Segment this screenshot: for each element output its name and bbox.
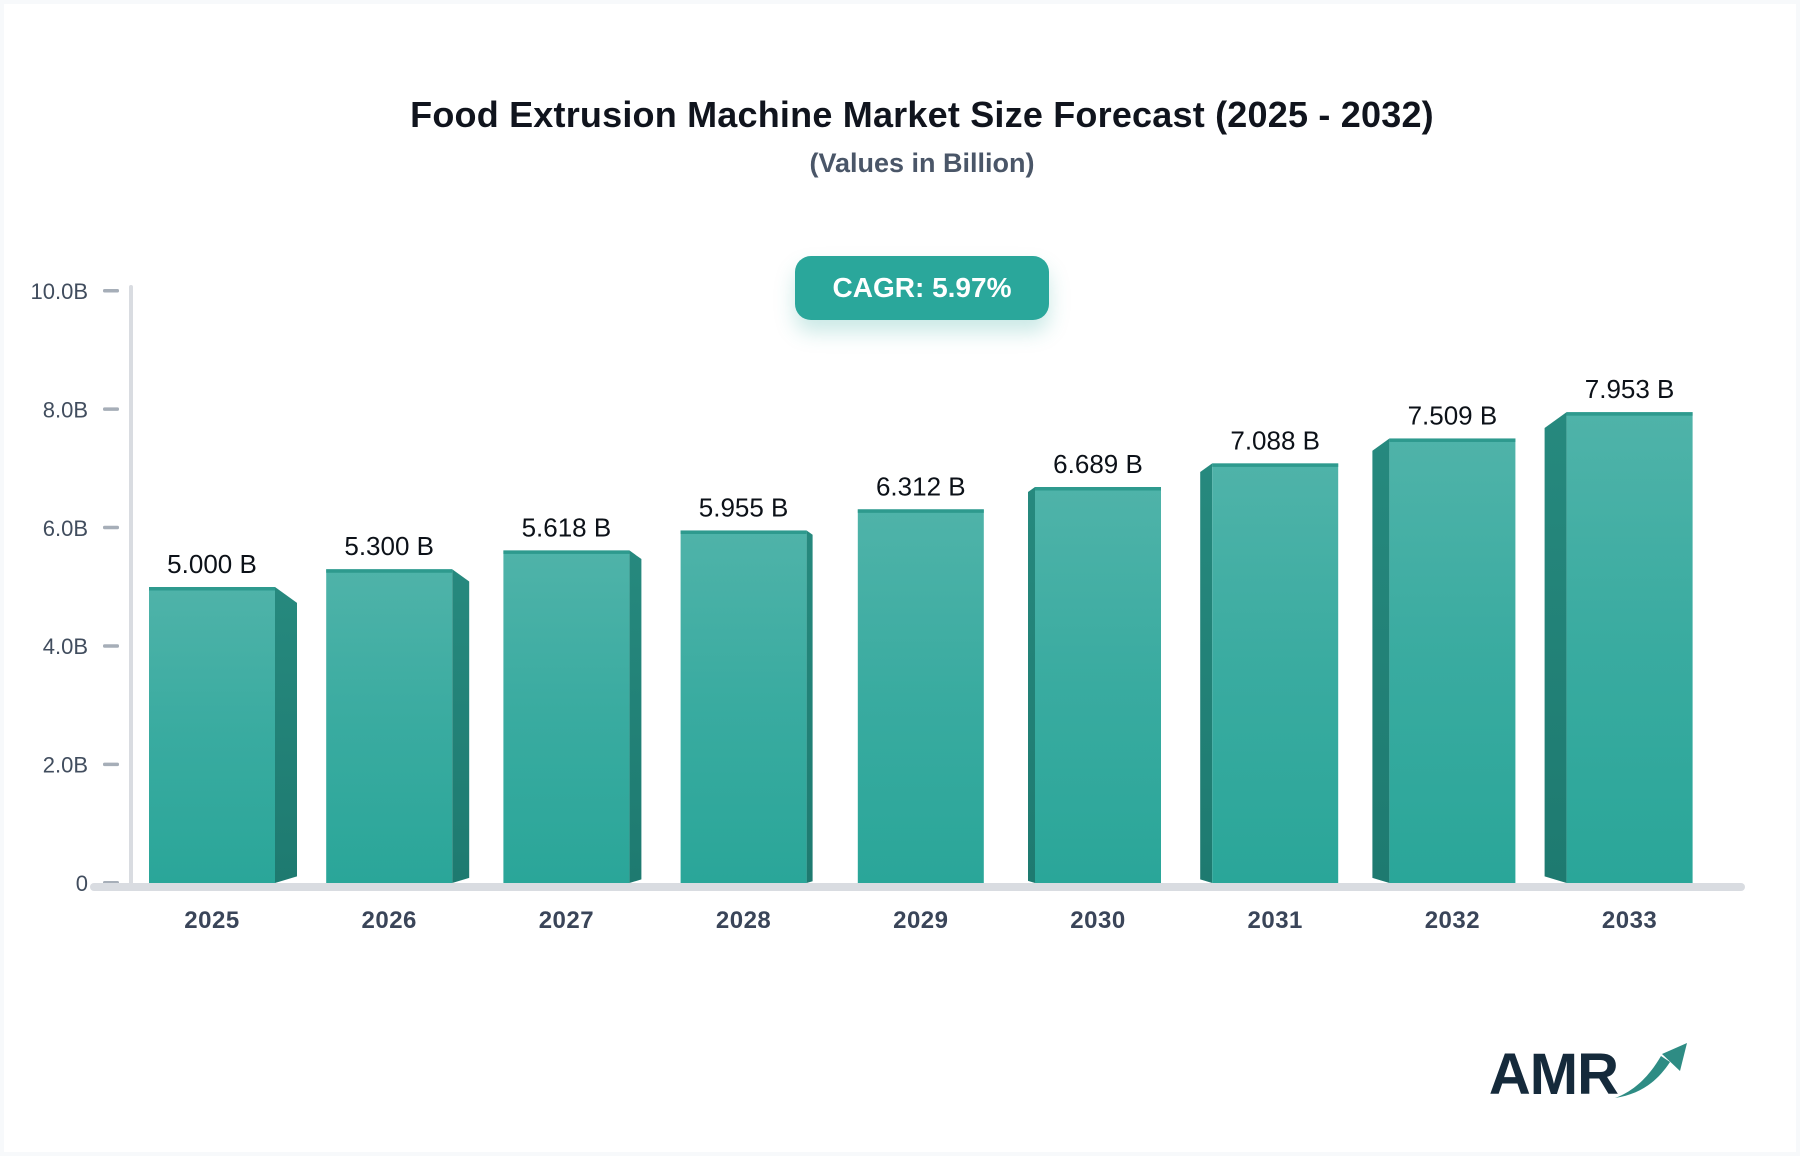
bar-side-face bbox=[1200, 463, 1213, 883]
x-tick-label: 2033 bbox=[1602, 907, 1657, 934]
bar-top-edge bbox=[1035, 487, 1161, 491]
amr-logo: AMR bbox=[1489, 1040, 1690, 1104]
bar-2032 bbox=[1389, 438, 1516, 883]
bar-value-label: 7.088 B bbox=[1230, 425, 1320, 455]
bar-top-edge bbox=[1566, 412, 1693, 416]
y-tick-dash bbox=[103, 407, 119, 411]
bar-value-label: 6.689 B bbox=[1053, 449, 1143, 479]
page-title: Food Extrusion Machine Market Size Forec… bbox=[410, 94, 1434, 135]
x-tick-label: 2026 bbox=[362, 907, 417, 934]
bar-top-edge bbox=[326, 569, 453, 573]
x-tick-label: 2030 bbox=[1070, 907, 1125, 934]
x-tick-label: 2032 bbox=[1425, 907, 1480, 934]
chart-subtitle: (Values in Billion) bbox=[809, 148, 1035, 178]
bar-2026 bbox=[326, 569, 453, 883]
bar-value-label: 5.000 B bbox=[167, 549, 257, 579]
bar-value-label: 5.618 B bbox=[522, 512, 612, 542]
bar-2025 bbox=[149, 587, 275, 883]
bar-top-edge bbox=[1212, 463, 1339, 467]
bar-2028 bbox=[680, 530, 807, 883]
bar-side-face bbox=[275, 587, 297, 883]
bar-side-face bbox=[1372, 438, 1390, 883]
bar-2030 bbox=[1035, 487, 1161, 883]
x-tick-label: 2031 bbox=[1248, 907, 1303, 934]
y-tick-dash bbox=[103, 762, 119, 767]
bar-side-face bbox=[452, 569, 470, 883]
y-tick-label: 6.0B bbox=[43, 516, 88, 541]
y-tick-label: 8.0B bbox=[43, 397, 88, 422]
amr-logo-text: AMR bbox=[1488, 1042, 1619, 1107]
bar-value-label: 6.312 B bbox=[876, 471, 966, 501]
bar-top-edge bbox=[857, 509, 984, 513]
bar-top-edge bbox=[1389, 438, 1516, 442]
bar-value-label: 7.509 B bbox=[1408, 400, 1498, 430]
bar-side-face bbox=[1544, 412, 1567, 883]
bar-2033 bbox=[1566, 412, 1693, 883]
y-tick-dash bbox=[103, 525, 119, 530]
bar-value-label: 7.953 B bbox=[1585, 374, 1675, 404]
bar-value-label: 5.300 B bbox=[344, 531, 434, 561]
bar-side-face bbox=[629, 550, 642, 883]
bar-2027 bbox=[503, 550, 630, 883]
bar-top-edge bbox=[680, 530, 807, 534]
x-axis-baseline bbox=[90, 883, 1745, 891]
y-tick-label: 4.0B bbox=[43, 634, 88, 659]
y-tick-dash bbox=[103, 289, 119, 293]
x-tick-label: 2028 bbox=[716, 907, 771, 934]
x-tick-label: 2027 bbox=[539, 907, 594, 934]
y-tick-label: 2.0B bbox=[43, 753, 88, 778]
y-axis-line bbox=[129, 285, 133, 891]
y-tick-dash bbox=[103, 644, 119, 648]
bar-side-face bbox=[1028, 487, 1035, 883]
y-tick-label: 10.0B bbox=[31, 279, 89, 304]
bar-top-edge bbox=[149, 587, 275, 591]
bar-value-label: 5.955 B bbox=[699, 492, 789, 522]
bar-2031 bbox=[1212, 463, 1339, 883]
bar-side-face bbox=[806, 530, 813, 883]
cagr-badge-band: CAGR: 5.97% bbox=[44, 256, 1800, 320]
bar-top-edge bbox=[503, 550, 630, 554]
x-tick-label: 2029 bbox=[893, 907, 948, 934]
cagr-badge: CAGR: 5.97% bbox=[794, 256, 1050, 320]
y-tick-label: 0 bbox=[76, 871, 88, 896]
trend-arrow-icon bbox=[1615, 1043, 1687, 1098]
x-tick-label: 2025 bbox=[184, 907, 239, 934]
bar-2029 bbox=[857, 509, 984, 883]
